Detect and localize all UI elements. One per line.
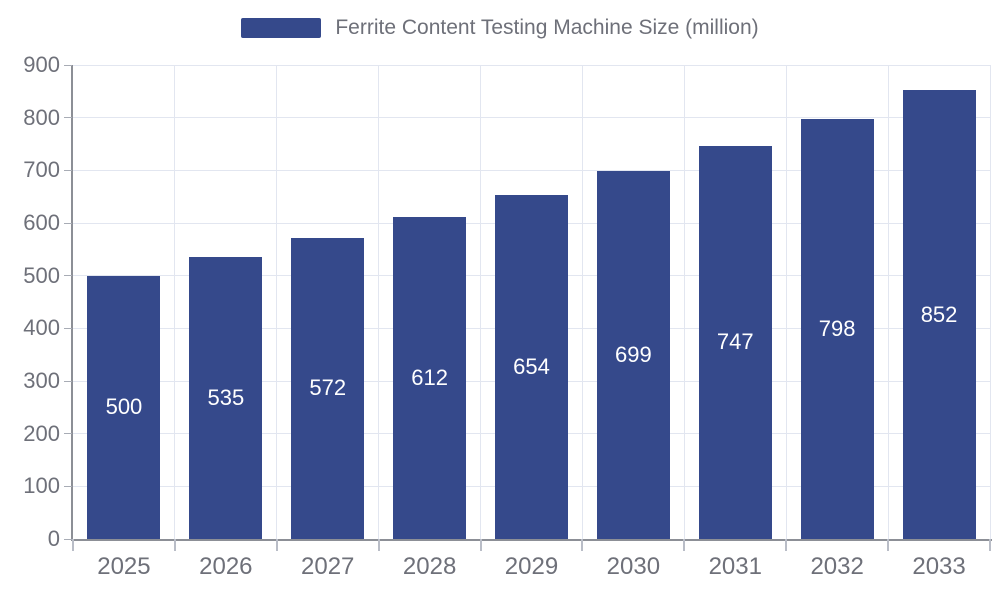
x-axis-line bbox=[71, 539, 992, 541]
y-axis-tick-label: 700 bbox=[23, 157, 60, 183]
y-axis-tick-label: 600 bbox=[23, 210, 60, 235]
gridline-h bbox=[73, 169, 990, 171]
x-axis-category-label: 2031 bbox=[708, 553, 762, 580]
x-axis-category-label: 2025 bbox=[97, 553, 151, 580]
bar-value-label: 500 bbox=[105, 394, 143, 420]
y-axis-tick-label: 800 bbox=[23, 104, 60, 130]
gridline-v bbox=[989, 65, 991, 539]
y-axis-tick-label: 500 bbox=[23, 262, 60, 288]
y-axis-tick-label: 0 bbox=[47, 526, 60, 551]
x-axis-category-label: 2030 bbox=[606, 553, 661, 580]
bar-value-label: 572 bbox=[309, 375, 347, 401]
y-axis-tick bbox=[64, 169, 72, 171]
gridline-v bbox=[174, 65, 176, 539]
y-axis-tick bbox=[64, 327, 72, 329]
gridline-v bbox=[276, 65, 278, 539]
x-axis-tick bbox=[581, 539, 584, 551]
y-axis-tick bbox=[64, 64, 72, 66]
legend-label: Ferrite Content Testing Machine Size (mi… bbox=[335, 16, 759, 39]
legend[interactable]: Ferrite Content Testing Machine Size (mi… bbox=[0, 16, 1000, 40]
gridline-v bbox=[887, 65, 889, 539]
y-axis-tick bbox=[64, 433, 72, 435]
x-axis-tick bbox=[887, 539, 890, 551]
plot-area: 500 535 572 612 654 699 747 798 852 bbox=[73, 64, 991, 539]
gridline-v bbox=[581, 65, 583, 539]
x-axis-tick bbox=[989, 539, 991, 551]
bar-value-label: 699 bbox=[615, 341, 652, 367]
legend-swatch bbox=[241, 18, 322, 38]
gridline-v bbox=[683, 65, 685, 539]
bar-2032[interactable]: 798 bbox=[800, 118, 874, 539]
y-axis-tick-label: 900 bbox=[23, 52, 60, 77]
bar-value-label: 852 bbox=[920, 301, 958, 327]
x-axis-tick bbox=[72, 539, 74, 551]
bar-2030[interactable]: 699 bbox=[596, 170, 670, 539]
gridline-h bbox=[73, 64, 990, 66]
bar-2029[interactable]: 654 bbox=[495, 194, 568, 539]
bar-2025[interactable]: 500 bbox=[87, 275, 161, 539]
x-axis-category-label: 2027 bbox=[301, 553, 355, 580]
y-axis-tick bbox=[64, 485, 72, 487]
gridline-h bbox=[73, 117, 990, 119]
bar-2028[interactable]: 612 bbox=[393, 216, 467, 539]
x-axis-category-label: 2028 bbox=[402, 553, 457, 580]
x-axis-tick bbox=[377, 539, 380, 551]
x-axis-category-label: 2032 bbox=[810, 553, 864, 580]
y-axis-tick bbox=[64, 380, 72, 382]
bar-value-label: 612 bbox=[411, 364, 448, 390]
gridline-v bbox=[378, 65, 380, 539]
y-axis-tick bbox=[64, 117, 72, 119]
bar-value-label: 747 bbox=[716, 329, 754, 355]
bar-2026[interactable]: 535 bbox=[189, 257, 263, 539]
y-axis-tick-label: 400 bbox=[23, 315, 60, 341]
x-axis-tick bbox=[275, 539, 278, 551]
y-axis-tick-label: 200 bbox=[23, 420, 60, 446]
bar-value-label: 654 bbox=[513, 353, 550, 379]
gridline-v bbox=[785, 65, 787, 539]
gridline-v bbox=[480, 65, 482, 539]
y-axis-tick bbox=[64, 538, 72, 540]
x-axis-category-label: 2026 bbox=[199, 553, 253, 580]
bar-2031[interactable]: 747 bbox=[698, 145, 772, 539]
x-axis-tick bbox=[683, 539, 686, 551]
x-axis-tick bbox=[173, 539, 176, 551]
y-axis-tick-label: 100 bbox=[23, 473, 60, 499]
y-axis-tick-label: 300 bbox=[23, 368, 60, 393]
x-axis-category-label: 2033 bbox=[912, 553, 966, 580]
y-axis-tick bbox=[64, 222, 72, 224]
bar-value-label: 798 bbox=[818, 315, 856, 341]
bar-value-label: 535 bbox=[207, 385, 245, 411]
y-axis-tick bbox=[64, 275, 72, 277]
x-axis-tick bbox=[785, 539, 788, 551]
y-axis-line bbox=[71, 65, 73, 539]
bar-2027[interactable]: 572 bbox=[291, 237, 365, 539]
x-axis-category-label: 2029 bbox=[504, 553, 559, 580]
x-axis-tick bbox=[479, 539, 482, 551]
bar-2033[interactable]: 852 bbox=[902, 90, 976, 539]
